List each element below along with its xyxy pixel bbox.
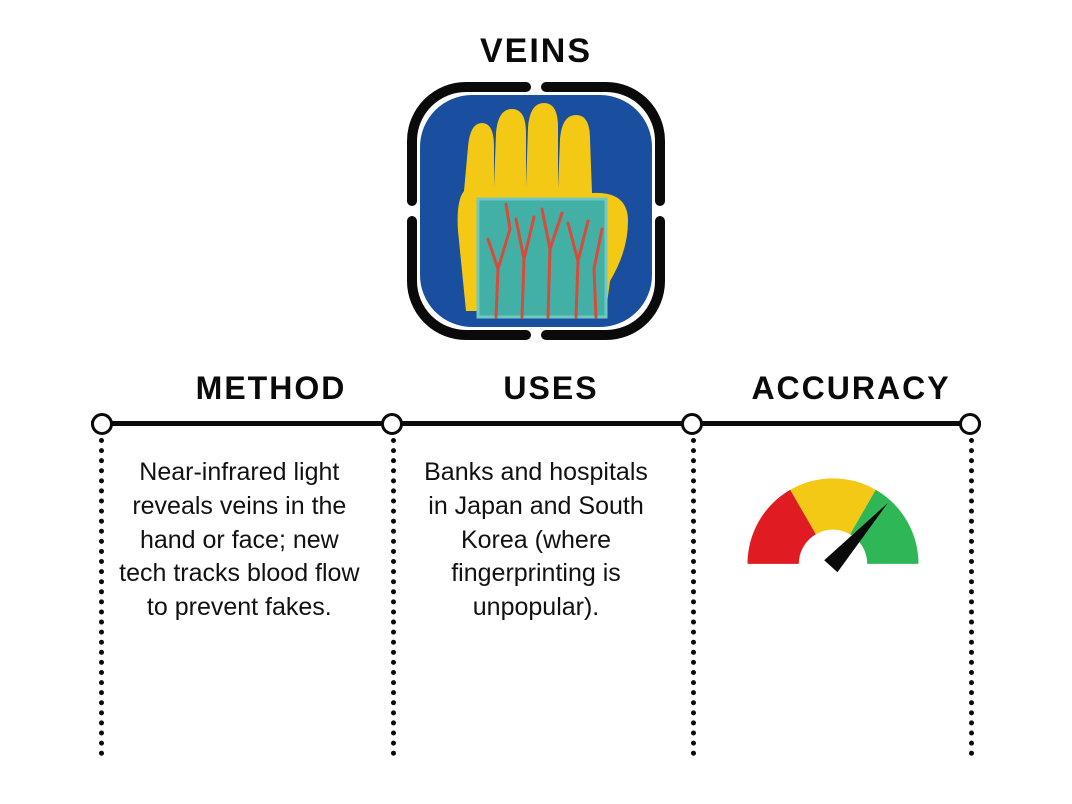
sections: METHOD USES ACCURACY Near-infrared light… [91,370,981,756]
veins-hero-icon [406,81,666,346]
gauge-icon [738,466,928,595]
columns: Near-infrared light reveals veins in the… [91,426,981,756]
col-accuracy [684,426,981,756]
page-title: VEINS [480,32,592,71]
header-method: METHOD [171,370,371,407]
method-text: Near-infrared light reveals veins in the… [115,456,364,625]
col-method: Near-infrared light reveals veins in the… [91,426,388,756]
col-uses: Banks and hospitals in Ja­pan and South … [388,426,685,756]
header-accuracy: ACCURACY [731,370,971,407]
uses-text: Banks and hospitals in Ja­pan and South … [412,456,661,625]
header-uses: USES [491,370,611,407]
hand-vein-scan-icon [406,81,666,341]
accuracy-gauge [708,456,957,595]
section-header-row: METHOD USES ACCURACY [91,370,981,426]
